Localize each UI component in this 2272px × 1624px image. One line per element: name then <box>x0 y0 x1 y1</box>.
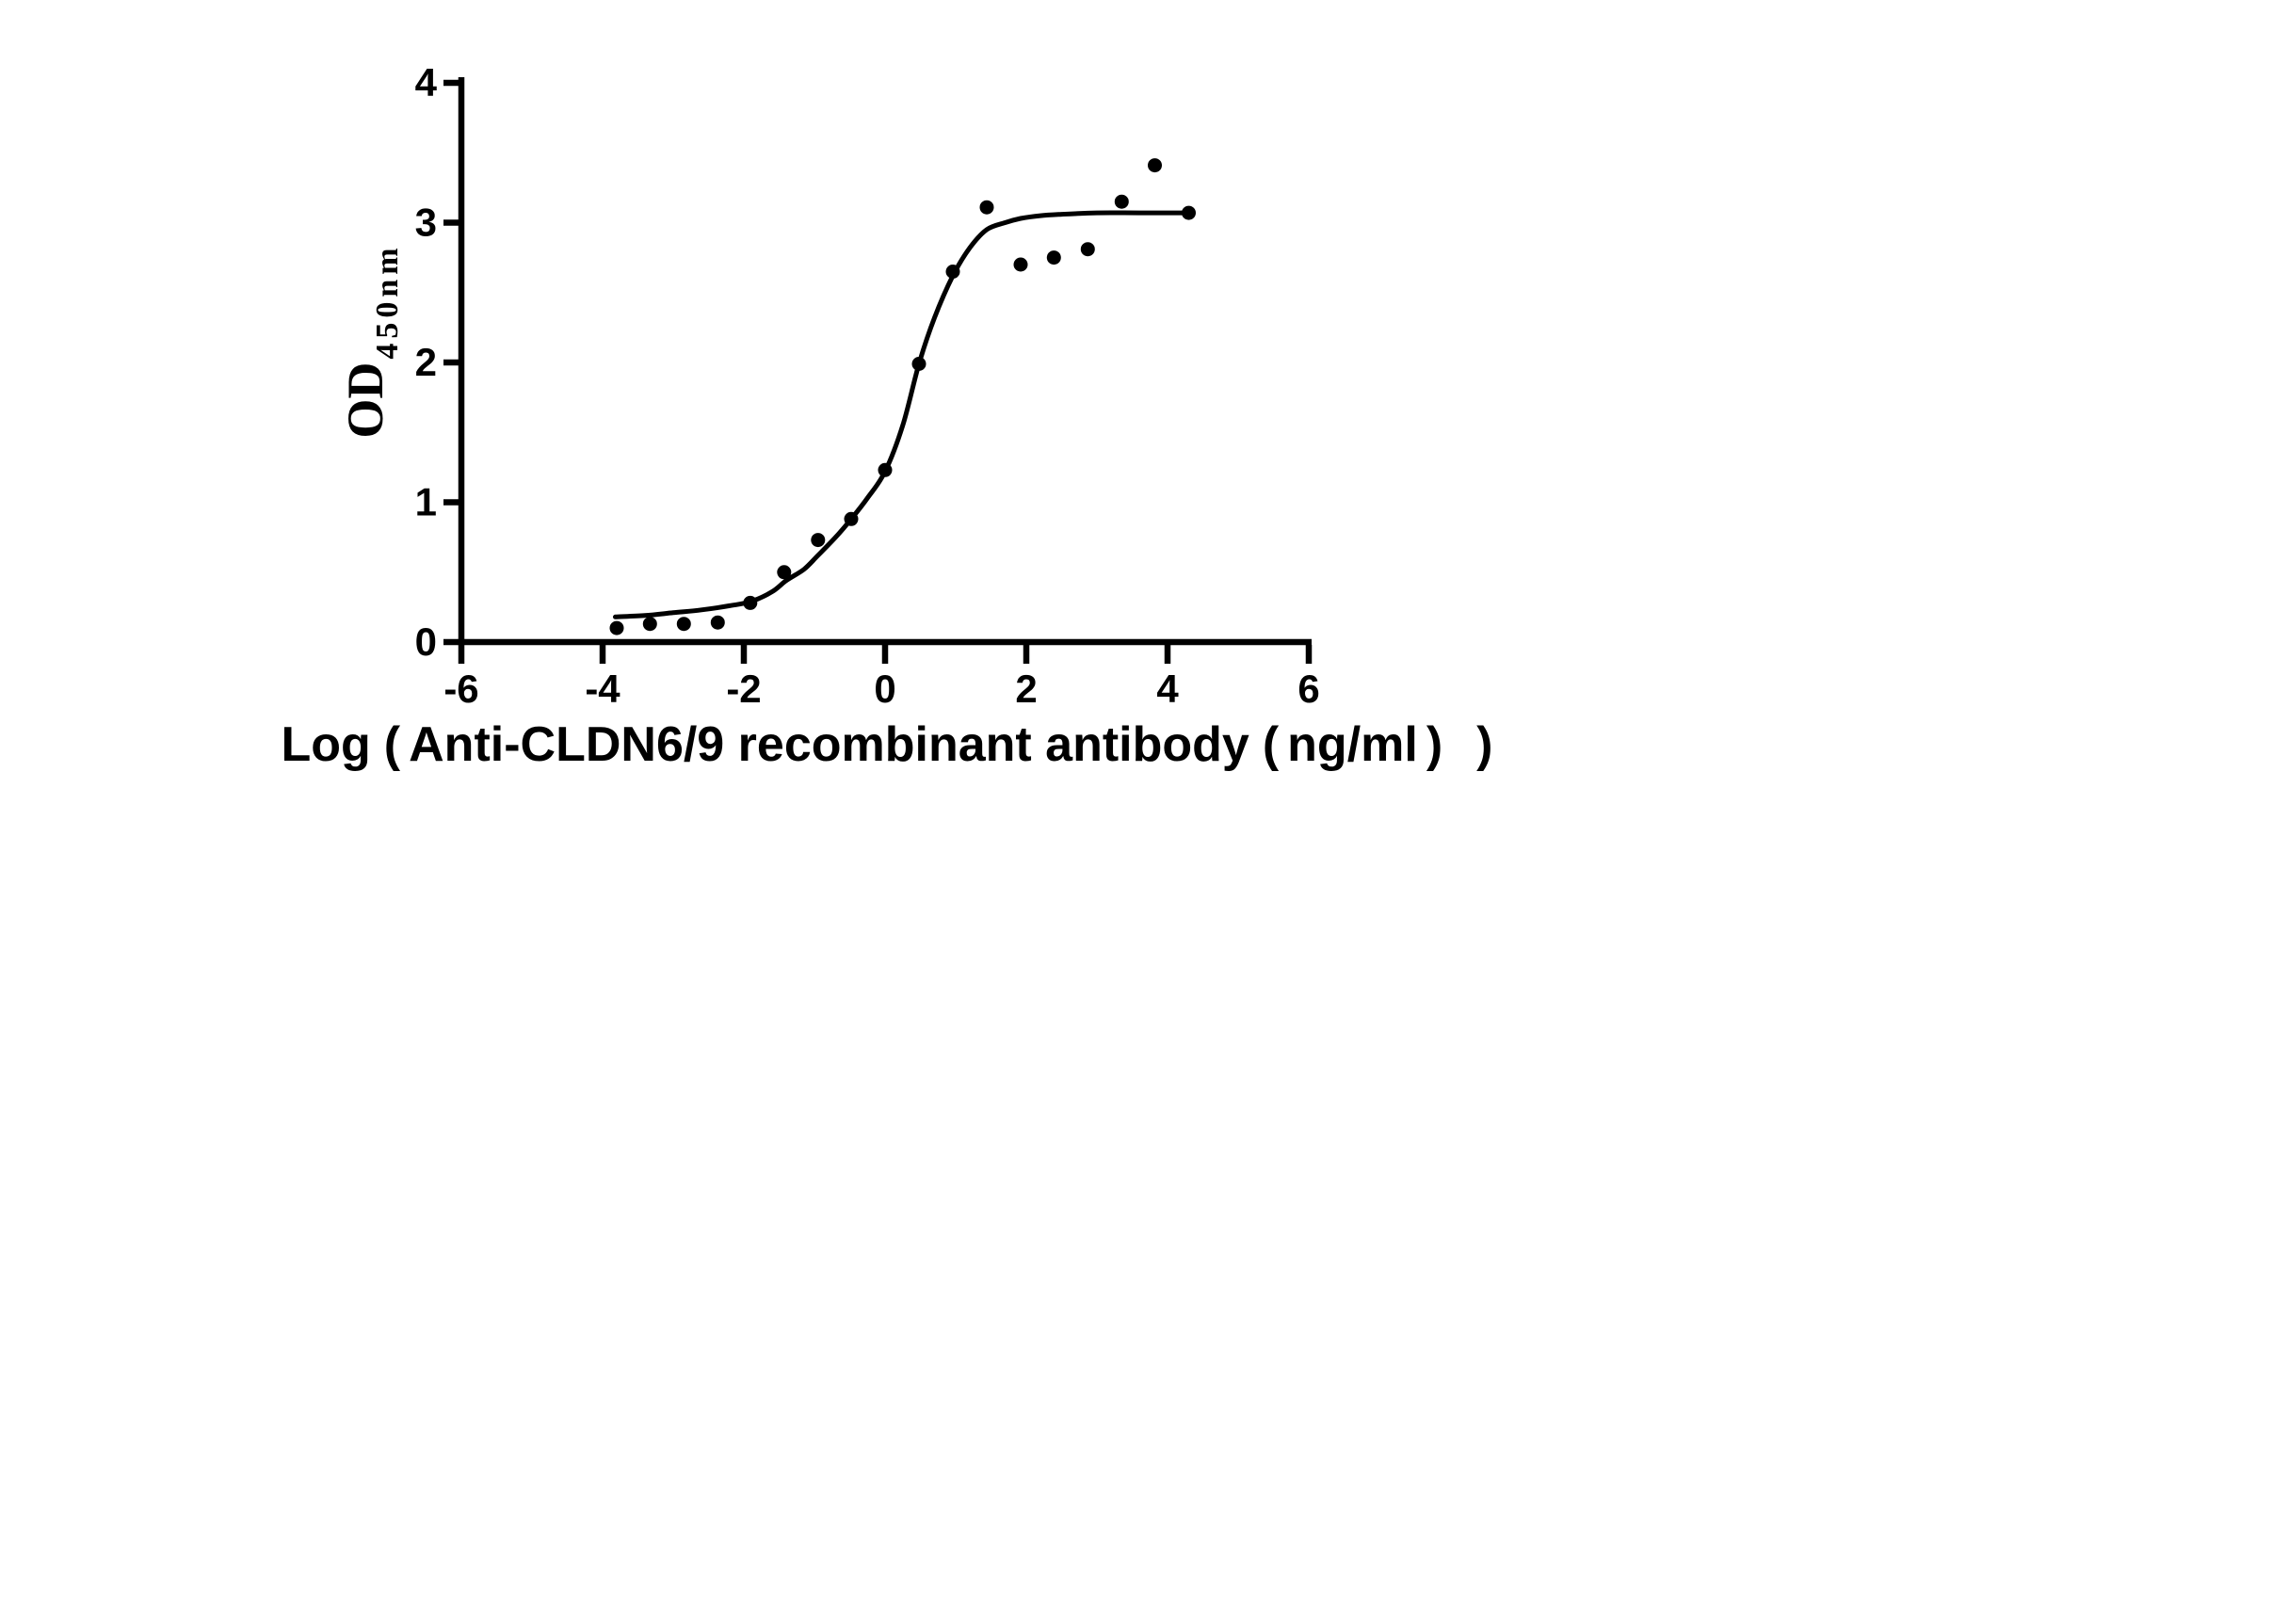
data-point <box>945 265 960 279</box>
data-point <box>979 200 994 215</box>
data-point <box>1114 194 1129 209</box>
y-tick-label: 2 <box>415 340 437 384</box>
data-point <box>743 595 758 610</box>
y-tick-label: 4 <box>415 60 438 105</box>
x-tick-label: 2 <box>1015 667 1037 711</box>
y-axis-title: OD450nm <box>336 243 406 438</box>
x-tick-label: 6 <box>1297 667 1319 711</box>
data-point <box>811 533 826 548</box>
data-point <box>911 357 927 371</box>
x-axis-title-units-close-paren: ) <box>1426 717 1443 772</box>
x-axis-title: Log(Anti-CLDN6/9 recombinant antibody(ng… <box>266 716 1508 774</box>
data-point <box>1013 257 1028 272</box>
x-tick-label: -4 <box>585 667 620 711</box>
data-point <box>710 615 725 630</box>
data-point <box>1182 205 1196 220</box>
sigmoidal-fit-curve <box>613 210 1191 619</box>
data-point <box>844 511 859 526</box>
x-axis-title-units-open-paren: ( <box>1262 717 1280 772</box>
x-axis-title-units: ng/ml <box>1287 717 1418 772</box>
x-tick-label: 4 <box>1156 667 1179 711</box>
x-tick-label: -6 <box>443 667 478 711</box>
x-axis-title-open-paren: ( <box>383 717 401 772</box>
data-point <box>1080 242 1095 257</box>
y-tick-label: 0 <box>415 619 437 664</box>
data-point <box>609 620 624 635</box>
data-point <box>642 617 657 632</box>
x-axis-title-close-paren: ) <box>1476 717 1493 772</box>
y-axis-title-main: OD <box>337 362 394 439</box>
x-tick-label: -2 <box>726 667 761 711</box>
x-axis-title-log: Log <box>281 717 371 772</box>
data-point <box>1148 158 1162 173</box>
data-point <box>1046 250 1061 265</box>
data-point <box>777 565 792 580</box>
y-axis-title-subscript: 450nm <box>370 243 405 360</box>
x-axis-title-antibody-text: Anti-CLDN6/9 recombinant antibody <box>409 717 1249 772</box>
y-tick-label: 1 <box>415 480 437 524</box>
data-point <box>878 462 893 477</box>
x-tick-label: 0 <box>874 667 895 711</box>
y-tick-label: 3 <box>415 201 437 245</box>
data-point <box>676 617 691 632</box>
